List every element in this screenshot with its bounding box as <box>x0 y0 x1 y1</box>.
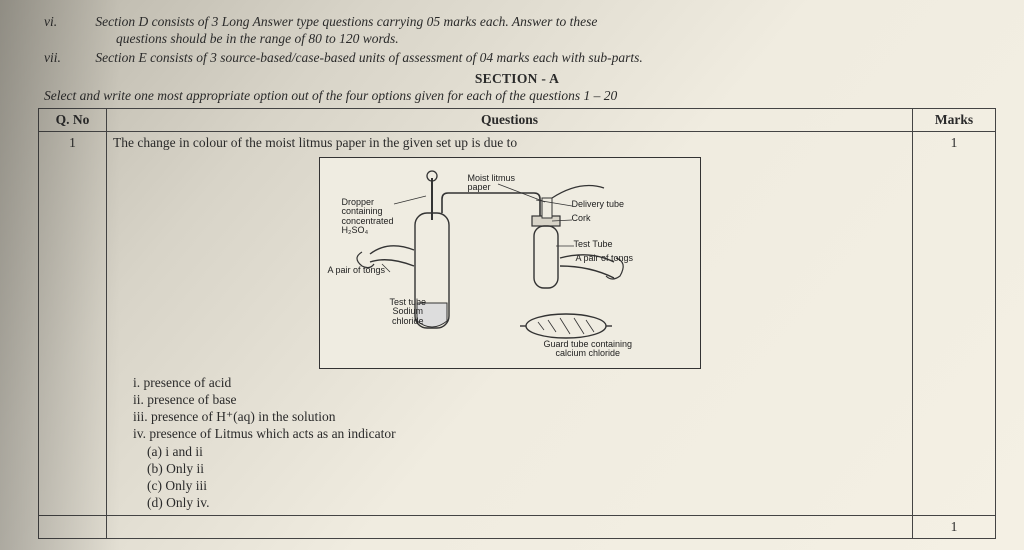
label-dropper: Dropper containing concentrated H₂SO₄ <box>342 198 394 236</box>
table-header-row: Q. No Questions Marks <box>39 108 996 131</box>
instruction-vi-line2: questions should be in the range of 80 t… <box>92 31 399 46</box>
question-stem: The change in colour of the moist litmus… <box>113 135 517 150</box>
option-iii: iii. presence of H⁺(aq) in the solution <box>133 409 906 425</box>
instruction-vi: vi. Section D consists of 3 Long Answer … <box>68 14 996 48</box>
roman-vii: vii. <box>68 50 92 67</box>
cell-qno: 1 <box>39 131 107 515</box>
choice-a: (a) i and ii <box>147 444 906 460</box>
label-moist-litmus: Moist litmuspaper <box>468 174 516 193</box>
table-row: 1 The change in colour of the moist litm… <box>39 131 996 515</box>
option-i: i. presence of acid <box>133 375 906 391</box>
choice-d: (d) Only iv. <box>147 495 906 511</box>
col-qno: Q. No <box>39 108 107 131</box>
label-test-tube-right: Test Tube <box>574 240 613 249</box>
cell-qno-2 <box>39 515 107 538</box>
instruction-vii-text: Section E consists of 3 source-based/cas… <box>95 50 642 65</box>
cell-marks-2: 1 <box>913 515 996 538</box>
table-row: 1 <box>39 515 996 538</box>
cell-question-2 <box>107 515 913 538</box>
label-guard-tube: Guard tube containingcalcium chloride <box>544 340 633 359</box>
label-tongs-left: A pair of tongs <box>328 266 386 275</box>
question-table: Q. No Questions Marks 1 The change in co… <box>38 108 996 539</box>
col-questions: Questions <box>107 108 913 131</box>
cell-marks: 1 <box>913 131 996 515</box>
section-subtitle: Select and write one most appropriate op… <box>44 88 996 104</box>
choice-c: (c) Only iii <box>147 478 906 494</box>
col-marks: Marks <box>913 108 996 131</box>
label-delivery-tube: Delivery tube <box>572 200 625 209</box>
label-cork: Cork <box>572 214 591 223</box>
option-ii: ii. presence of base <box>133 392 906 408</box>
option-list: i. presence of acid ii. presence of base… <box>133 375 906 442</box>
label-test-tube-left: Test tube Sodium chloride <box>390 298 427 326</box>
cell-question: The change in colour of the moist litmus… <box>107 131 913 515</box>
answer-choices: (a) i and ii (b) Only ii (c) Only iii (d… <box>147 444 906 511</box>
roman-vi: vi. <box>68 14 92 31</box>
instruction-vi-line1: Section D consists of 3 Long Answer type… <box>95 14 597 29</box>
option-iv: iv. presence of Litmus which acts as an … <box>133 426 906 442</box>
section-title: SECTION - A <box>38 71 996 87</box>
label-tongs-right: A pair of tongs <box>576 254 634 263</box>
instruction-vii: vii. Section E consists of 3 source-base… <box>68 50 996 67</box>
choice-b: (b) Only ii <box>147 461 906 477</box>
apparatus-diagram: Moist litmuspaper Dropper containing con… <box>319 157 701 369</box>
